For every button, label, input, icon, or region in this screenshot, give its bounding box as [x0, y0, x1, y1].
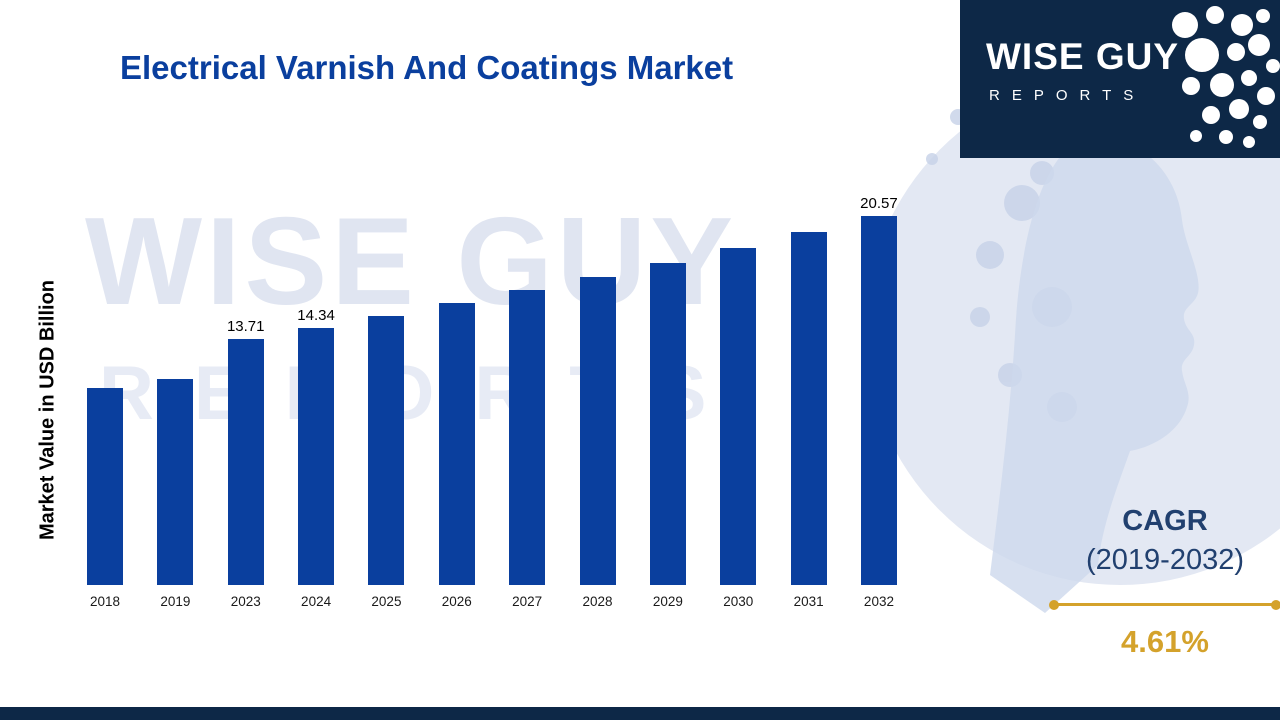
- x-tick-label: 2027: [512, 594, 543, 609]
- bar: [438, 303, 475, 585]
- bar-plot: 2018 2019 13.71 2023 14.34 2024 2025 2026 2027 20…: [82, 190, 902, 609]
- cagr-range: (2019-2032): [1086, 544, 1244, 576]
- x-tick-label: 2023: [230, 594, 261, 609]
- footer-bar: [0, 707, 1280, 720]
- bar-column: 2027: [504, 190, 550, 609]
- bar: [368, 315, 405, 585]
- bar-column: 2029: [645, 190, 691, 609]
- x-tick-label: 2018: [89, 594, 121, 609]
- bar-column: 20.57 2032: [856, 190, 902, 609]
- bar: [860, 215, 897, 585]
- bar-column: 2030: [715, 190, 761, 609]
- bar: [87, 388, 123, 585]
- bar: [298, 327, 335, 585]
- bar-column: 2025: [363, 190, 409, 609]
- bar: [790, 232, 827, 585]
- x-tick-label: 2029: [652, 594, 683, 609]
- x-tick-label: 2031: [793, 594, 824, 609]
- x-tick-label: 2024: [301, 594, 332, 609]
- logo-text: WISE GUY REPORTS: [986, 36, 1179, 104]
- bar-column: 2031: [786, 190, 832, 609]
- logo-sub-label: REPORTS: [989, 87, 1146, 104]
- y-axis-label: Market Value in USD Billion: [36, 279, 59, 541]
- bar: [579, 276, 616, 585]
- logo: WISE GUY REPORTS: [960, 0, 1280, 158]
- bar-column: 2019: [152, 190, 198, 609]
- bar-value-label: 13.71: [226, 317, 265, 335]
- x-tick-label: 2030: [723, 594, 754, 609]
- x-tick-label: 2032: [863, 594, 894, 609]
- page-title: Electrical Varnish And Coatings Market: [120, 49, 734, 87]
- cagr-divider-line: [1049, 599, 1280, 610]
- bar-column: 2018: [82, 190, 128, 609]
- bar-value-label: 14.34: [297, 306, 335, 324]
- cagr-label: CAGR: [1122, 505, 1208, 537]
- watermark-face-profile: [990, 135, 1199, 613]
- cagr-value: 4.61%: [1121, 624, 1209, 659]
- bar-value-label: 20.57: [860, 194, 898, 212]
- x-tick-label: 2025: [371, 594, 402, 609]
- bar: [227, 338, 264, 585]
- x-tick-label: 2019: [160, 594, 191, 609]
- bar-column: 13.71 2023: [223, 190, 269, 609]
- x-tick-label: 2026: [441, 594, 472, 609]
- watermark-face-circle: [865, 75, 1280, 613]
- logo-face-dots-icon: [1172, 6, 1280, 148]
- x-tick-label: 2028: [582, 594, 613, 609]
- bar: [157, 379, 194, 585]
- bar-column: 14.34 2024: [293, 190, 339, 609]
- bar: [649, 262, 686, 585]
- bar-column: 2028: [575, 190, 621, 609]
- bar-column: 2026: [434, 190, 480, 609]
- bar: [720, 247, 757, 585]
- cagr-panel: CAGR (2019-2032) 4.61%: [1045, 505, 1280, 660]
- logo-brand-label: WISE GUY: [986, 36, 1180, 77]
- bar: [509, 290, 546, 585]
- watermark-brand-text: WISE GUY: [85, 193, 738, 331]
